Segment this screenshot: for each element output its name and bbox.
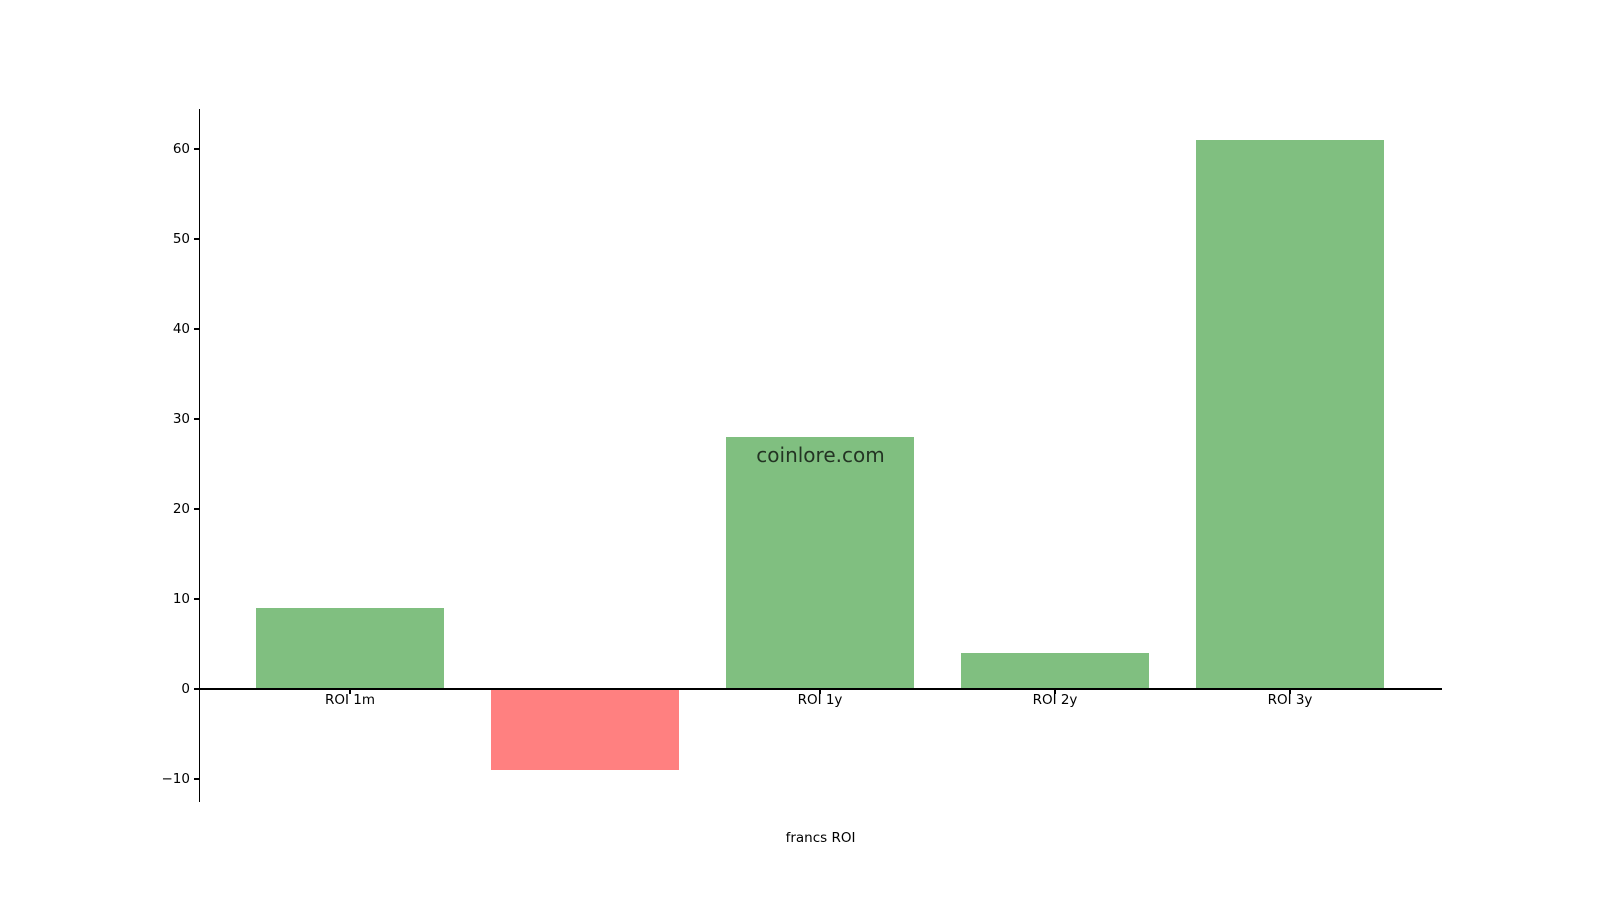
y-tick-label-30: 30 [172, 410, 190, 427]
y-tick-mark [193, 328, 199, 330]
y-tick-label-20: 20 [172, 500, 190, 517]
y-tick-mark [193, 598, 199, 600]
y-tick-mark [193, 148, 199, 150]
bar-roi-1m [256, 608, 444, 689]
y-tick-label-60: 60 [172, 140, 190, 157]
x-tick-label-roi-1m: ROI 1m [324, 692, 376, 708]
bar-roi-1y [726, 437, 914, 689]
y-tick-label--10: −10 [161, 770, 191, 787]
x-tick-mark [1289, 689, 1291, 694]
x-tick-mark [1054, 689, 1056, 694]
x-axis-zero-line [198, 688, 1442, 690]
x-tick-label-roi-2y: ROI 2y [1032, 692, 1078, 708]
y-tick-mark [193, 688, 199, 690]
y-tick-mark [193, 508, 199, 510]
bar-category-2 [491, 689, 679, 770]
y-tick-mark [193, 778, 199, 780]
y-tick-mark [193, 238, 199, 240]
y-axis-line [198, 108, 201, 802]
bar-roi-2y [961, 653, 1149, 689]
x-tick-label-roi-3y: ROI 3y [1267, 692, 1313, 708]
y-tick-label-10: 10 [172, 590, 190, 607]
x-tick-mark [819, 689, 821, 694]
y-tick-label-50: 50 [172, 230, 190, 247]
y-tick-label-40: 40 [172, 320, 190, 337]
watermark-text: coinlore.com [756, 443, 885, 467]
y-tick-mark [193, 418, 199, 420]
x-tick-mark [349, 689, 351, 694]
bar-roi-3y [1196, 140, 1384, 689]
x-axis-title: francs ROI [785, 830, 856, 846]
x-tick-label-roi-1y: ROI 1y [797, 692, 843, 708]
y-tick-label-0: 0 [181, 680, 190, 697]
